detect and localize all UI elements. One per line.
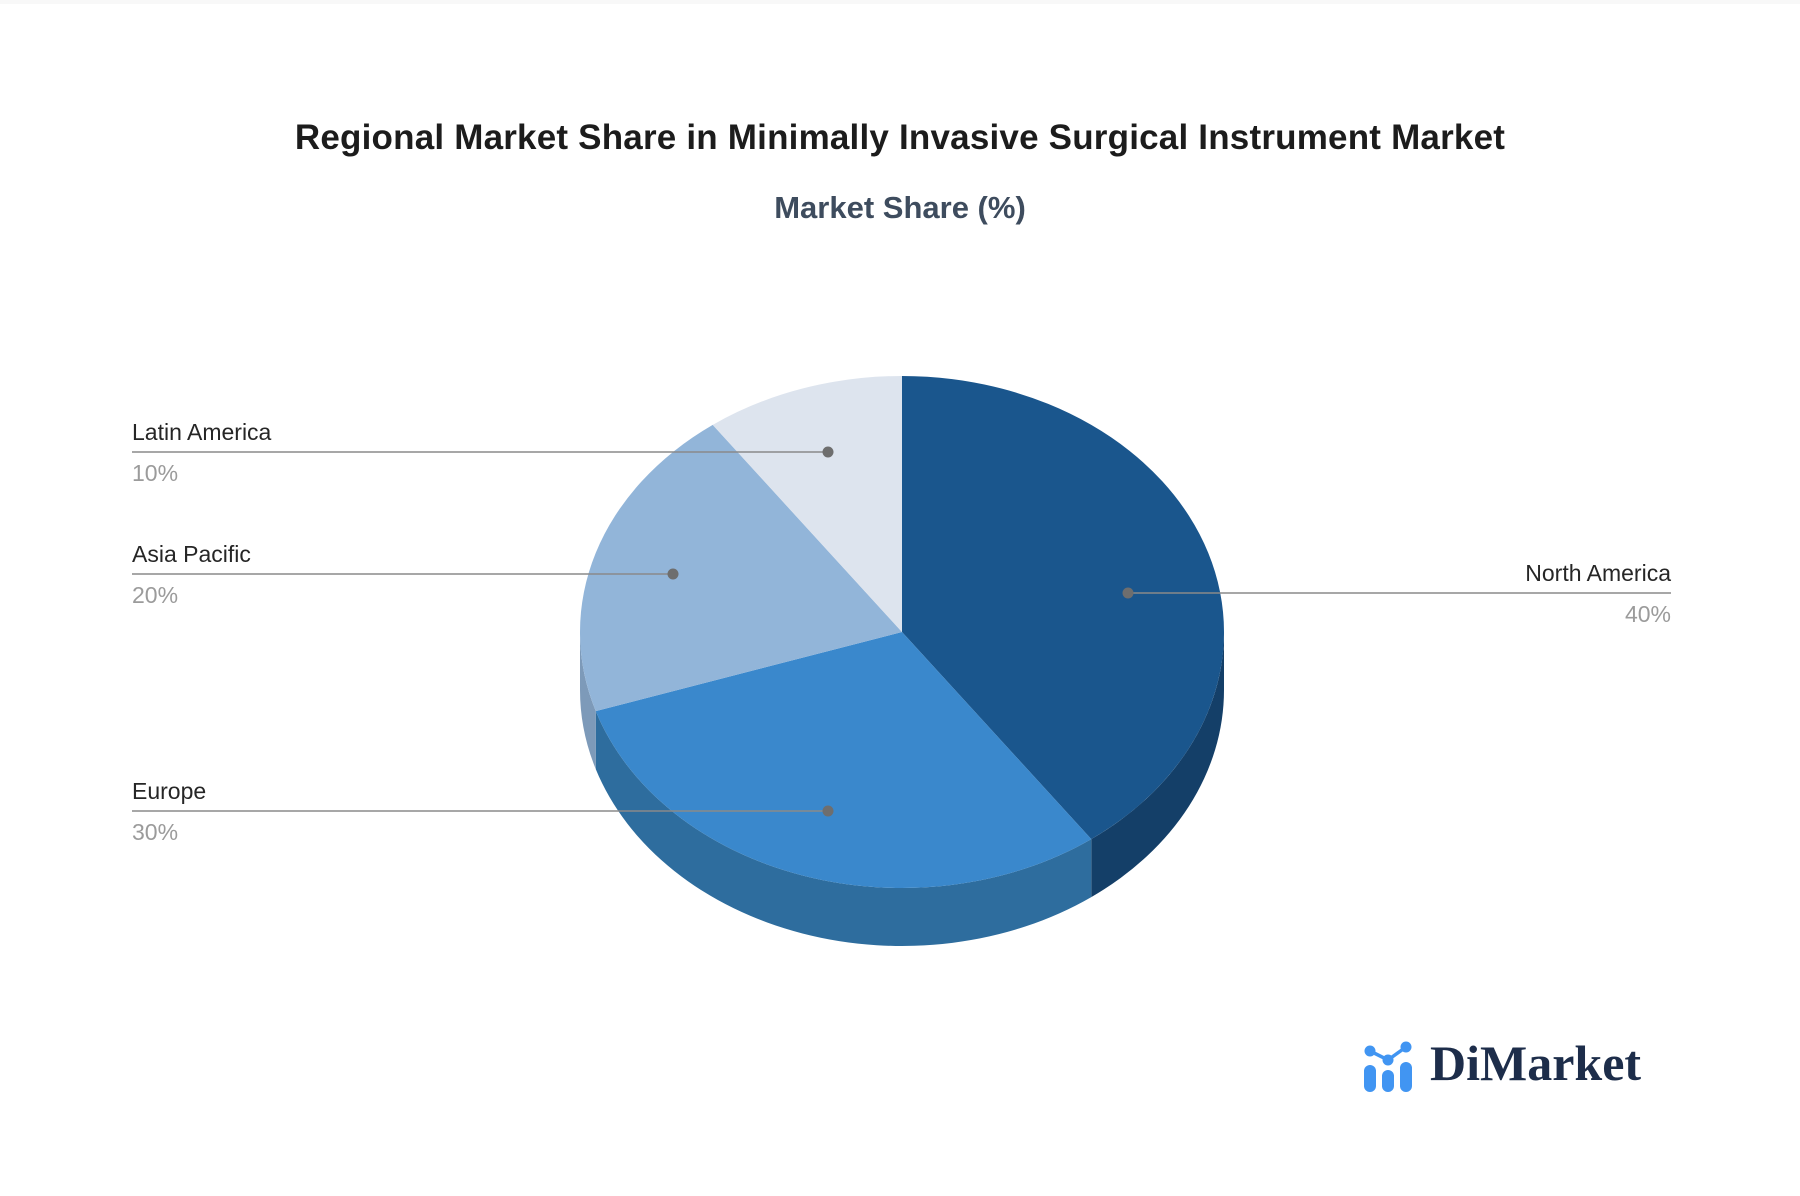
page-top-edge [0, 0, 1800, 4]
brand-logo: DiMarket [1356, 1034, 1641, 1096]
slice-value: 30% [132, 819, 179, 845]
pie-slice-side-north-america [1091, 632, 1224, 898]
pie-slice-asia-pacific [579, 424, 902, 712]
chart-subtitle: Market Share (%) [774, 190, 1026, 225]
pie-slice-europe [595, 632, 1092, 889]
slice-value: 20% [132, 582, 179, 608]
brand-logo-text: DiMarket [1430, 1035, 1642, 1091]
leader-dot-asia-pacific [667, 568, 679, 580]
slice-label: North America [1525, 560, 1671, 586]
chart-title: Regional Market Share in Minimally Invas… [294, 118, 1506, 157]
slice-callout-north-america: North America 40% [1271, 562, 1671, 626]
bar-line-chart-icon [1364, 1041, 1412, 1092]
slice-callout-latin-america: Latin America 10% [132, 421, 532, 485]
slice-value: 40% [1624, 601, 1671, 627]
slice-value: 10% [132, 460, 179, 486]
leader-dot-europe [822, 805, 834, 817]
slice-label: Asia Pacific [132, 541, 251, 567]
leader-dot-north-america [1122, 587, 1134, 599]
slice-callout-europe: Europe 30% [132, 780, 532, 844]
pie-slice-north-america [902, 375, 1225, 840]
slice-label: Latin America [132, 419, 272, 445]
pie-slice-side-asia-pacific [580, 632, 596, 770]
slice-label: Europe [132, 778, 207, 804]
pie-slice-side-europe [595, 711, 1092, 947]
pie-slice-latin-america [712, 376, 902, 632]
slice-callout-asia-pacific: Asia Pacific 20% [132, 543, 532, 607]
leader-dot-latin-america [822, 446, 834, 458]
